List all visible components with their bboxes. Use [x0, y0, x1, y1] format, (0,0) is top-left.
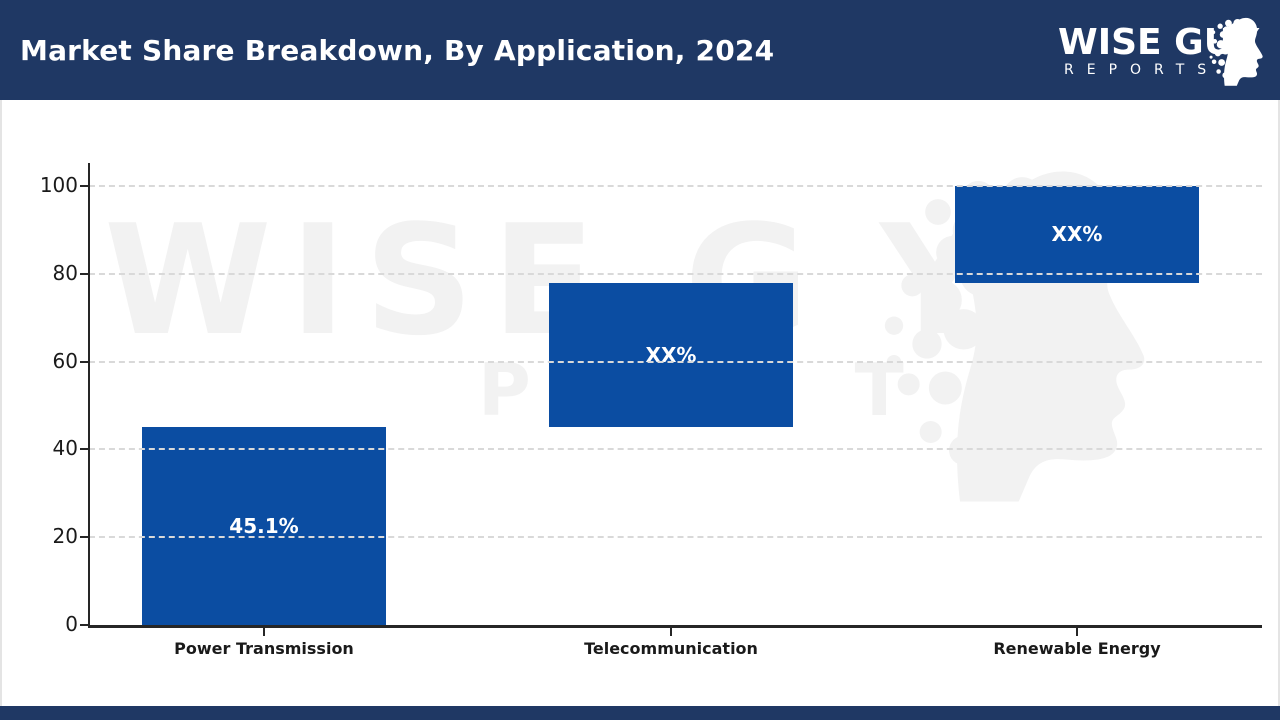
y-tick-mark	[80, 360, 89, 363]
x-axis-spine	[88, 625, 1262, 628]
y-tick-label: 20	[52, 524, 78, 549]
y-gridline	[89, 448, 1262, 451]
footer-bar	[0, 706, 1280, 720]
bar-telecommunication: XX%	[549, 282, 793, 427]
x-tick-mark	[670, 628, 672, 636]
header-bar: Market Share Breakdown, By Application, …	[0, 0, 1280, 100]
y-tick-mark	[80, 185, 89, 187]
y-tick-label: 0	[65, 612, 78, 636]
page-title: Market Share Breakdown, By Application, …	[20, 34, 775, 67]
y-tick-mark	[80, 624, 89, 626]
bar-renewable-energy: XX%	[955, 186, 1199, 283]
y-tick-mark	[80, 272, 89, 275]
y-gridline	[89, 185, 1262, 187]
y-gridline	[89, 272, 1262, 275]
bar-value-label: 45.1%	[229, 513, 299, 538]
y-gridline	[89, 536, 1262, 539]
x-tick-mark	[263, 628, 265, 636]
logo-subtitle: REPORTS	[1064, 62, 1220, 78]
wiseguy-face-icon	[1202, 4, 1270, 96]
y-tick-mark	[80, 536, 89, 539]
wise-guy-reports-logo: WISE GUY REPORTS	[1022, 0, 1272, 100]
y-tick-label: 100	[39, 173, 78, 197]
y-gridline	[89, 360, 1262, 363]
bar-value-label: XX%	[645, 342, 697, 367]
x-tick-mark	[1076, 628, 1078, 636]
bar-power-transmission: 45.1%	[142, 427, 386, 625]
y-tick-mark	[80, 448, 89, 451]
y-tick-label: 40	[52, 436, 78, 461]
y-axis-spine	[88, 163, 90, 627]
y-tick-label: 80	[52, 260, 78, 285]
x-tick-label: Power Transmission	[174, 639, 354, 658]
x-tick-label: Renewable Energy	[993, 639, 1161, 658]
bar-value-label: XX%	[1051, 222, 1103, 247]
y-tick-label: 60	[52, 348, 78, 373]
x-tick-label: Telecommunication	[584, 639, 758, 658]
